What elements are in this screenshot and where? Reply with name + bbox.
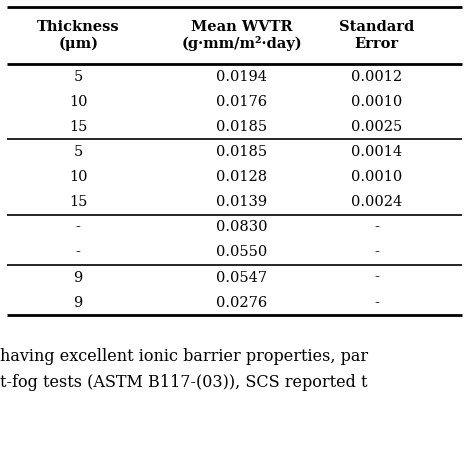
Text: -: - [374, 271, 379, 284]
Text: 15: 15 [69, 120, 87, 134]
Text: 0.0010: 0.0010 [351, 95, 402, 109]
Text: 0.0025: 0.0025 [351, 120, 402, 134]
Text: 9: 9 [73, 271, 83, 284]
Text: -: - [76, 246, 81, 259]
Text: 5: 5 [73, 145, 83, 159]
Text: 0.0014: 0.0014 [351, 145, 402, 159]
Text: 15: 15 [69, 195, 87, 209]
Text: -: - [374, 246, 379, 259]
Text: -: - [374, 220, 379, 234]
Text: 0.0547: 0.0547 [216, 271, 267, 284]
Text: 0.0276: 0.0276 [216, 296, 267, 310]
Text: -: - [374, 296, 379, 310]
Text: 0.0830: 0.0830 [216, 220, 267, 234]
Text: t-fog tests (ASTM B117-(03)), SCS reported t: t-fog tests (ASTM B117-(03)), SCS report… [0, 374, 367, 392]
Text: -: - [76, 220, 81, 234]
Text: 5: 5 [73, 70, 83, 83]
Text: 10: 10 [69, 95, 88, 109]
Text: Thickness
(μm): Thickness (μm) [37, 20, 119, 51]
Text: 10: 10 [69, 170, 88, 184]
Text: Mean WVTR
(g·mm/m²·day): Mean WVTR (g·mm/m²·day) [182, 20, 302, 51]
Text: 0.0128: 0.0128 [216, 170, 267, 184]
Text: 0.0185: 0.0185 [216, 120, 267, 134]
Text: 0.0550: 0.0550 [216, 246, 267, 259]
Text: 0.0139: 0.0139 [216, 195, 267, 209]
Text: 0.0176: 0.0176 [216, 95, 267, 109]
Text: Standard
Error: Standard Error [339, 20, 414, 51]
Text: 0.0194: 0.0194 [216, 70, 267, 83]
Text: 0.0024: 0.0024 [351, 195, 402, 209]
Text: 0.0012: 0.0012 [351, 70, 402, 83]
Text: 0.0185: 0.0185 [216, 145, 267, 159]
Text: 9: 9 [73, 296, 83, 310]
Text: 0.0010: 0.0010 [351, 170, 402, 184]
Text: having excellent ionic barrier properties, par: having excellent ionic barrier propertie… [0, 348, 368, 365]
